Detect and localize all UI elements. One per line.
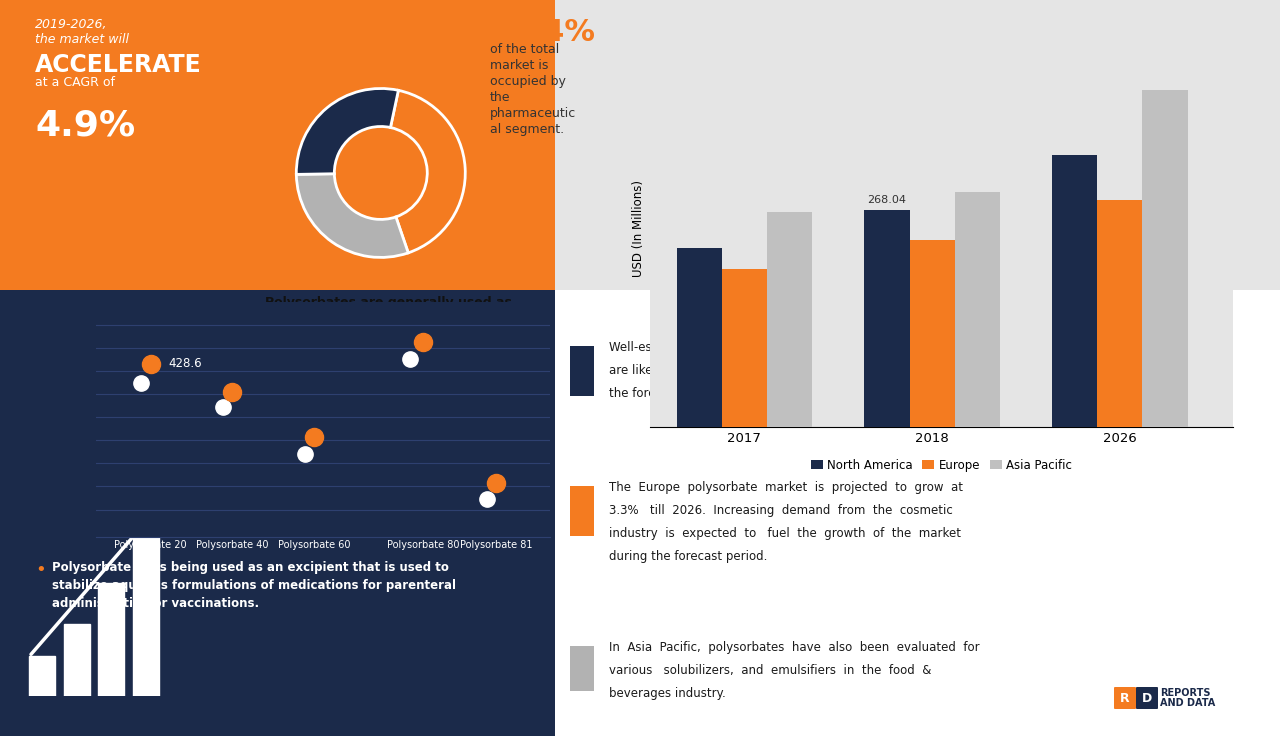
- Text: Polysorbate 40: Polysorbate 40: [196, 539, 269, 550]
- Legend: North America, Europe, Asia Pacific: North America, Europe, Asia Pacific: [806, 454, 1076, 477]
- Text: market is: market is: [490, 59, 548, 72]
- Text: Polysorbate 80: Polysorbate 80: [387, 539, 460, 550]
- Bar: [1143, 91, 1188, 427]
- Bar: [677, 249, 722, 427]
- Text: Polysorbate 81: Polysorbate 81: [460, 539, 532, 550]
- Text: 268.04: 268.04: [868, 195, 906, 205]
- Text: Polysorbate 80 is being used as an excipient that is used to: Polysorbate 80 is being used as an excip…: [52, 561, 449, 574]
- FancyBboxPatch shape: [1114, 687, 1137, 709]
- Bar: [570, 346, 594, 396]
- Bar: [767, 212, 812, 427]
- Text: al segment.: al segment.: [490, 123, 564, 136]
- Text: the: the: [490, 91, 511, 104]
- Wedge shape: [297, 174, 408, 258]
- Text: ACCELERATE: ACCELERATE: [35, 53, 202, 77]
- Bar: [1097, 199, 1143, 427]
- Text: D: D: [1142, 692, 1152, 704]
- Text: Polysorbate 60: Polysorbate 60: [278, 539, 351, 550]
- Text: 428.6: 428.6: [169, 357, 202, 369]
- FancyBboxPatch shape: [1137, 687, 1158, 709]
- Text: the market will: the market will: [35, 33, 129, 46]
- Text: In  Asia  Pacific,  polysorbates  have  also  been  evaluated  for
various   sol: In Asia Pacific, polysorbates have also …: [609, 641, 979, 700]
- Text: at a CAGR of: at a CAGR of: [35, 76, 115, 89]
- Text: •: •: [35, 561, 46, 579]
- Bar: [722, 269, 767, 427]
- Bar: [556, 0, 1280, 290]
- Wedge shape: [297, 88, 398, 174]
- Bar: [910, 241, 955, 427]
- Text: occupied by: occupied by: [490, 75, 566, 88]
- Text: Well-established  pharmaceuticals  and  veterinary  health
are likely to drive t: Well-established pharmaceuticals and vet…: [609, 341, 956, 400]
- Bar: [570, 486, 594, 536]
- Text: Polysorbates are generally used as
excipients to stabilize solutions,
emulsions,: Polysorbates are generally used as excip…: [265, 296, 512, 364]
- Text: pharmaceutic: pharmaceutic: [490, 107, 576, 120]
- Bar: [0, 290, 556, 736]
- Bar: [0, 0, 556, 290]
- Wedge shape: [390, 91, 465, 253]
- Text: 2019-2026,: 2019-2026,: [35, 18, 108, 31]
- Text: AND DATA: AND DATA: [1160, 698, 1215, 708]
- Text: stabilize aqueous formulations of medications for parenteral: stabilize aqueous formulations of medica…: [52, 579, 456, 592]
- Bar: [955, 191, 1000, 427]
- Bar: [29, 657, 55, 696]
- Text: R: R: [1120, 692, 1130, 704]
- Text: of the total: of the total: [490, 43, 559, 56]
- Bar: [556, 290, 1280, 736]
- Text: 4.9%: 4.9%: [35, 108, 136, 142]
- Bar: [570, 646, 594, 691]
- Bar: [864, 210, 910, 427]
- Text: 41.4%: 41.4%: [490, 18, 596, 47]
- Bar: [1052, 155, 1097, 427]
- Bar: [64, 624, 90, 696]
- Y-axis label: USD (In Millions): USD (In Millions): [632, 180, 645, 277]
- Text: REPORTS: REPORTS: [1160, 688, 1211, 698]
- Text: Polysorbate 20: Polysorbate 20: [114, 539, 187, 550]
- Text: The  Europe  polysorbate  market  is  projected  to  grow  at
3.3%   till  2026.: The Europe polysorbate market is project…: [609, 481, 963, 563]
- Text: administration or vaccinations.: administration or vaccinations.: [52, 597, 259, 610]
- Bar: [99, 583, 124, 696]
- Bar: [133, 533, 159, 696]
